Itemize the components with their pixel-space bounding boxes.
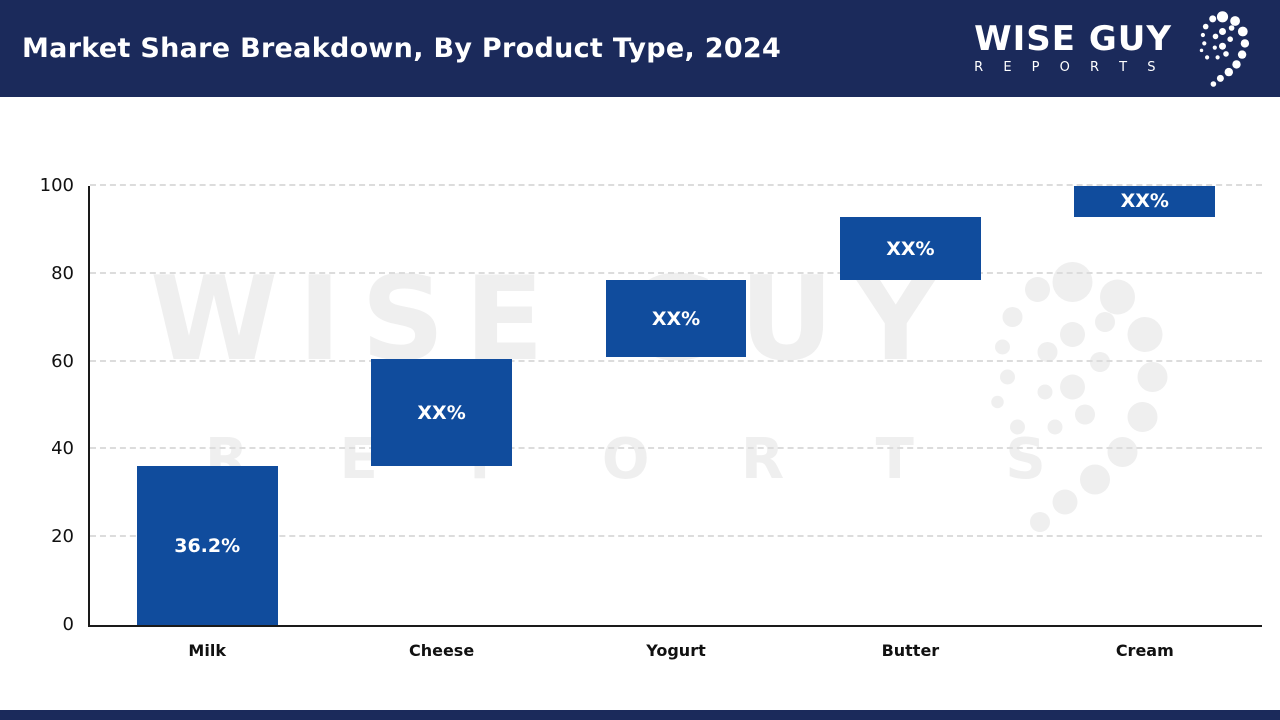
gridline-100: [90, 184, 1262, 186]
x-axis-category-label-yogurt: Yogurt: [646, 641, 706, 660]
bar-value-label-milk: 36.2%: [174, 534, 241, 557]
header: Market Share Breakdown, By Product Type,…: [0, 0, 1280, 97]
logo-wordmark-bottom: R E P O R T S: [974, 60, 1164, 75]
gridline-20: [90, 535, 1262, 538]
bar-milk: 36.2%: [136, 466, 278, 625]
x-axis-category-label-milk: Milk: [188, 641, 226, 660]
bar-yogurt: XX%: [605, 280, 747, 358]
gridline-80: [90, 271, 1262, 274]
logo-wordmark: WISE GUY R E P O R T S: [974, 22, 1172, 75]
y-axis-tick-label-60: 60: [51, 350, 74, 372]
y-axis-tick-label-80: 80: [51, 262, 74, 284]
bar-butter: XX%: [840, 216, 981, 281]
bar-value-label-butter: XX%: [886, 237, 935, 260]
x-axis-category-label-butter: Butter: [881, 641, 940, 660]
gridline-40: [90, 447, 1262, 450]
chart-title: Market Share Breakdown, By Product Type,…: [22, 33, 782, 64]
bar-cream: XX%: [1074, 186, 1216, 217]
bar-cheese: XX%: [371, 359, 512, 467]
chart-plot-area: 0 20 40 60 80 100 36.2% Milk XX% Cheese XX% Yogurt X…: [40, 177, 1262, 660]
wise-guy-logo: WISE GUY R E P O R T S: [974, 7, 1258, 91]
bar-value-label-cream: XX%: [1120, 190, 1169, 213]
logo-wordmark-top: WISE GUY: [974, 19, 1172, 59]
x-axis-category-label-cheese: Cheese: [408, 641, 475, 660]
bar-value-label-yogurt: XX%: [651, 307, 701, 330]
y-axis-tick-label-40: 40: [51, 438, 74, 460]
bar-value-label-cheese: XX%: [417, 401, 466, 424]
y-axis-tick-label-20: 20: [51, 526, 74, 548]
logo-head-icon: [1199, 10, 1250, 87]
y-axis-tick-label-0: 0: [62, 614, 74, 635]
footer-bar: [0, 710, 1280, 720]
gridline-60: [90, 359, 1262, 362]
x-axis-category-label-cream: Cream: [1115, 641, 1174, 660]
y-axis-tick-label-100: 100: [39, 175, 74, 196]
